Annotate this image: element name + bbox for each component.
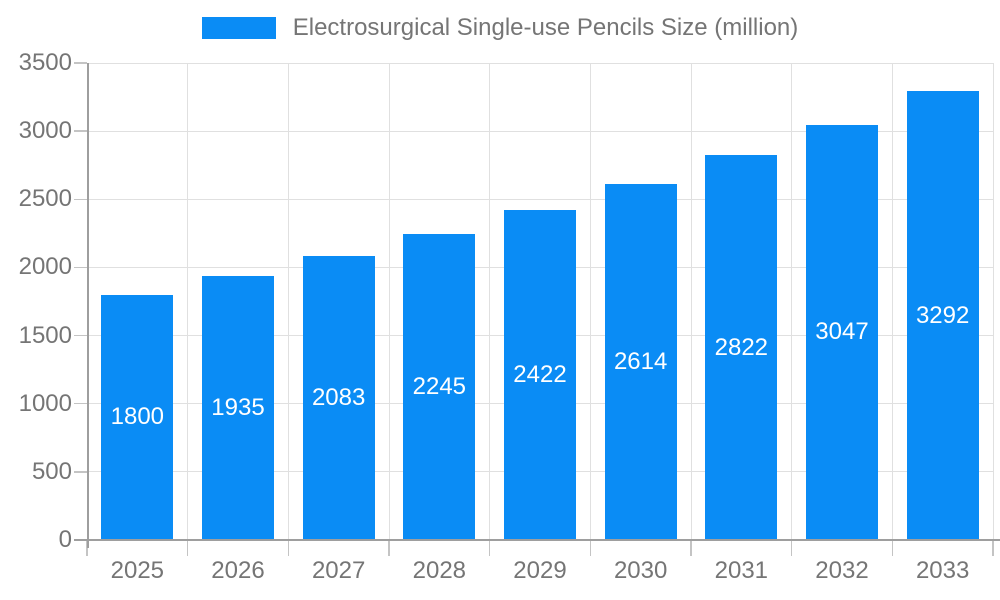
x-axis-category-label: 2030: [613, 557, 668, 584]
bar-value-label: 3292: [915, 301, 970, 329]
v-gridline: [791, 63, 793, 540]
y-axis-tick-label: 2000: [18, 253, 72, 281]
bar-value-label: 2422: [513, 360, 567, 388]
h-gridline: [87, 130, 993, 132]
bar: 2083: [302, 256, 375, 540]
x-axis-tick: [86, 541, 88, 556]
bar: 2422: [504, 209, 576, 540]
x-axis-line: [74, 539, 1000, 541]
x-axis-category-label: 2027: [311, 557, 366, 584]
x-axis-tick: [992, 541, 994, 556]
x-axis-tick: [891, 541, 894, 556]
y-axis-tick-label: 1500: [18, 321, 72, 349]
y-axis-tick-label: 0: [58, 526, 72, 553]
v-gridline: [589, 63, 591, 540]
x-axis-tick: [287, 541, 290, 556]
bar: 3047: [806, 124, 878, 540]
plot-area: 0 500 1000 1500 2000 2500 3000 3500 1800 1935 2083…: [19, 49, 1000, 584]
bar-value-label: 3047: [815, 318, 869, 346]
bar-value-label: 2614: [613, 347, 668, 375]
y-axis-tick-label: 3000: [18, 117, 72, 145]
x-axis-category-label: 2028: [412, 557, 467, 584]
h-gridline: [87, 198, 993, 200]
x-axis-tick: [690, 541, 692, 556]
legend-label: Electrosurgical Single-use Pencils Size …: [292, 14, 799, 41]
bar-value-label: 1800: [110, 403, 165, 431]
v-gridline: [287, 63, 289, 540]
x-axis-category-label: 2031: [714, 557, 769, 584]
x-axis-category-label: 2032: [815, 557, 869, 584]
h-gridline: [87, 62, 993, 64]
bar-value-label: 2083: [311, 384, 366, 412]
x-axis-category-label: 2026: [211, 557, 265, 584]
y-axis-tick-label: 2500: [18, 185, 72, 213]
y-axis-tick: [74, 471, 87, 473]
y-axis-line: [87, 63, 89, 548]
v-gridline: [891, 63, 893, 540]
y-axis-tick-label: 500: [31, 457, 72, 485]
y-axis-tick: [74, 334, 87, 337]
y-axis-tick: [74, 266, 87, 269]
x-axis-category-label: 2029: [513, 557, 567, 584]
y-axis-tick: [74, 198, 87, 201]
x-axis-tick: [388, 541, 390, 556]
y-axis-tick-label: 1000: [18, 389, 72, 417]
bar: 3292: [906, 91, 979, 540]
bar-value-label: 2245: [412, 373, 467, 401]
legend: Electrosurgical Single-use Pencils Size …: [0, 14, 1000, 43]
x-axis-category-label: 2025: [110, 557, 165, 584]
x-axis-tick: [488, 541, 491, 556]
v-gridline: [187, 63, 189, 540]
x-axis-tick: [186, 541, 189, 556]
legend-swatch: [201, 17, 276, 40]
v-gridline: [388, 63, 390, 540]
y-axis-tick: [74, 130, 87, 132]
y-axis-tick: [74, 402, 87, 405]
bar: 1935: [202, 276, 274, 540]
x-axis-tick: [790, 541, 793, 556]
bar: 2614: [604, 183, 677, 540]
y-axis-tick-label: 3500: [18, 49, 72, 76]
x-axis-category-label: 2033: [915, 557, 970, 584]
bar: 2245: [403, 234, 476, 540]
v-gridline: [992, 63, 994, 540]
bar: 2822: [705, 155, 778, 540]
bar-value-label: 2822: [714, 333, 769, 361]
v-gridline: [690, 63, 692, 540]
bar: 1800: [101, 294, 174, 540]
v-gridline: [489, 63, 491, 540]
bar-value-label: 1935: [211, 394, 265, 422]
y-axis-tick: [74, 62, 87, 64]
x-axis-tick: [589, 541, 592, 556]
